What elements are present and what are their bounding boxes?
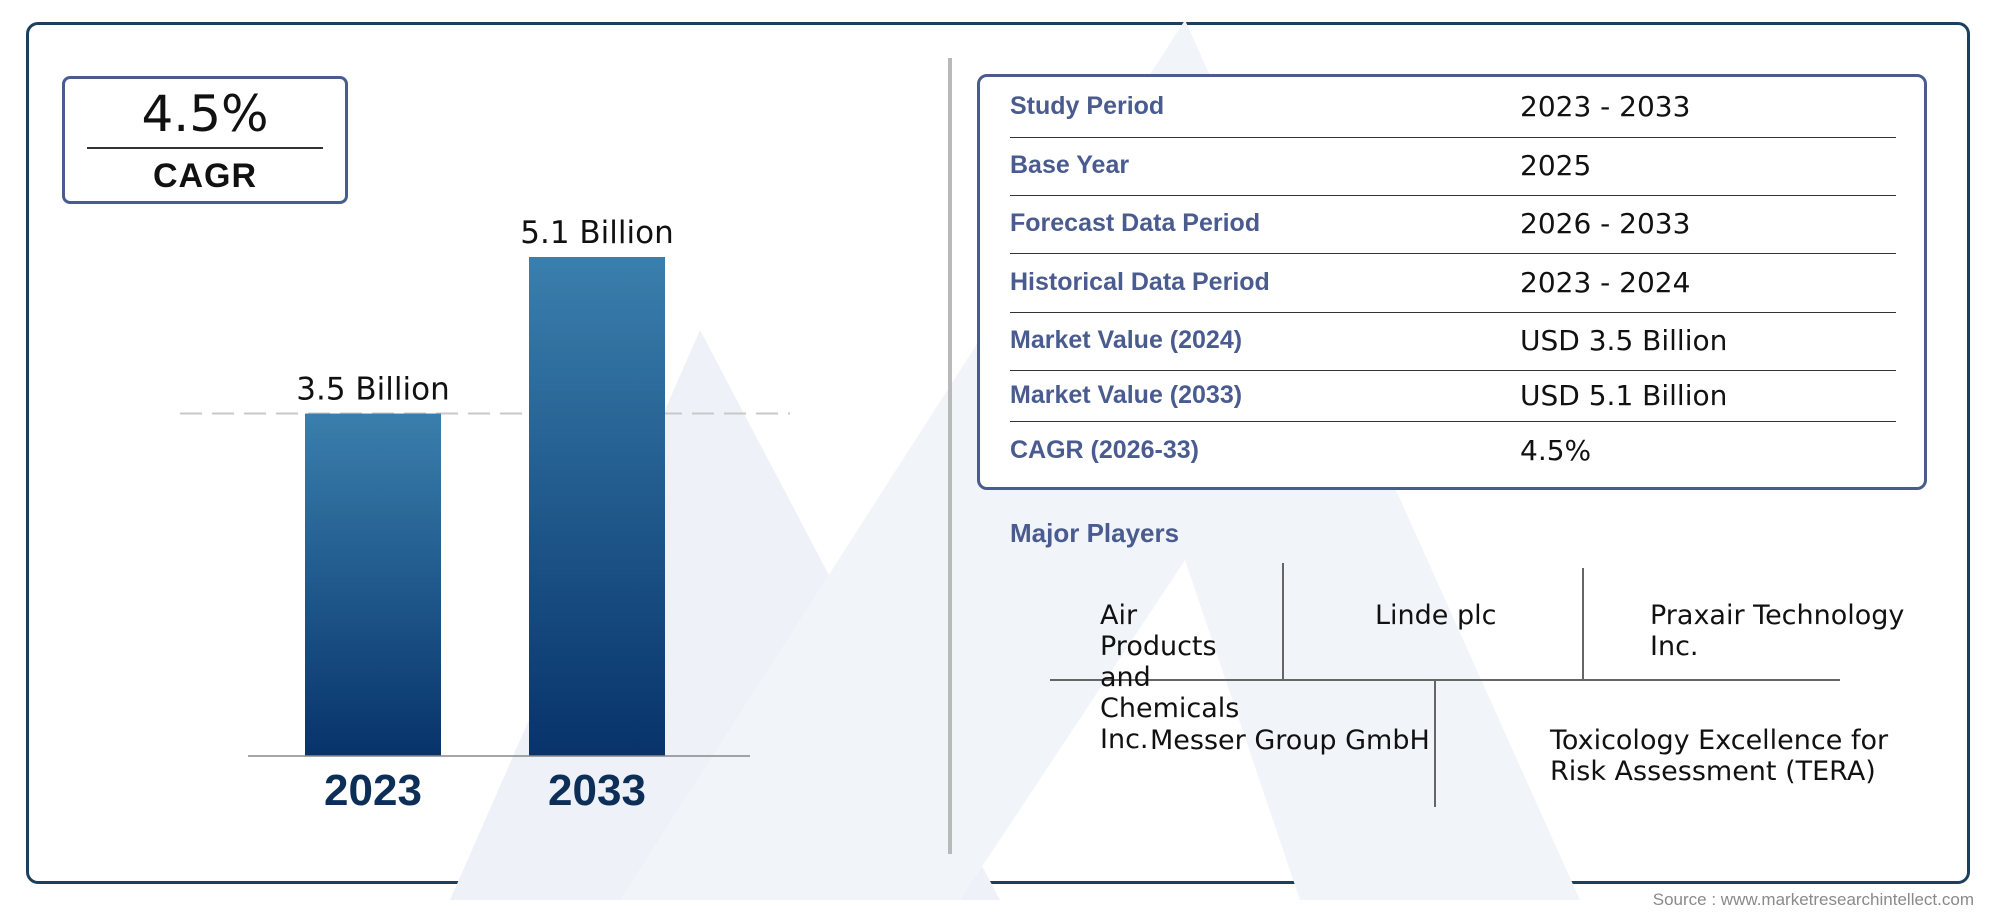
players-grid-line xyxy=(1050,679,1840,681)
summary-value: USD 5.1 Billion xyxy=(1520,378,1728,412)
cagr-divider xyxy=(87,147,323,149)
category-label: 2033 xyxy=(548,766,646,815)
player-item: Linde plc xyxy=(1375,600,1497,631)
summary-key: Forecast Data Period xyxy=(1010,209,1261,237)
player-item: Toxicology Excellence for Risk Assessmen… xyxy=(1550,725,1889,787)
summary-value: 2023 - 2033 xyxy=(1520,90,1691,123)
summary-table: Study Period 2023 - 2033 Base Year 2025 Fore… xyxy=(977,74,1927,490)
bar-2033 xyxy=(529,257,665,756)
bar-2023 xyxy=(305,413,441,756)
players-grid-line xyxy=(1582,568,1584,679)
summary-value: USD 3.5 Billion xyxy=(1520,324,1728,357)
cagr-badge: 4.5% CAGR xyxy=(62,76,348,204)
summary-value: 2023 - 2024 xyxy=(1520,265,1691,299)
players-grid-line xyxy=(1434,679,1436,807)
summary-row: Historical Data Period 2023 - 2024 xyxy=(1010,253,1896,313)
summary-row: Study Period 2023 - 2033 xyxy=(1010,77,1896,138)
data-label: 3.5 Billion xyxy=(296,372,450,408)
summary-row: Base Year 2025 xyxy=(1010,137,1896,196)
summary-value: 2026 - 2033 xyxy=(1520,207,1691,240)
summary-row: Market Value (2033) USD 5.1 Billion xyxy=(1010,370,1896,422)
source-note: Source : www.marketresearchintellect.com xyxy=(1652,890,1974,909)
summary-row: Market Value (2024) USD 3.5 Billion xyxy=(1010,312,1896,371)
data-label: 5.1 Billion xyxy=(520,215,674,251)
summary-key: Study Period xyxy=(1010,92,1165,120)
summary-key: Base Year xyxy=(1010,151,1130,179)
summary-key: Historical Data Period xyxy=(1010,267,1270,296)
summary-value: 2025 xyxy=(1520,149,1592,182)
summary-row: CAGR (2026-33) 4.5% xyxy=(1010,421,1896,481)
players-grid-line xyxy=(1282,563,1284,679)
cagr-label: CAGR xyxy=(152,157,258,195)
summary-value: 4.5% xyxy=(1520,434,1592,467)
player-item: Messer Group GmbH xyxy=(1150,725,1430,756)
summary-key: CAGR (2026-33) xyxy=(1010,436,1199,464)
cagr-value: 4.5% xyxy=(141,85,269,143)
card-frame xyxy=(26,22,1970,884)
major-players-title: Major Players xyxy=(1010,518,1180,548)
summary-key: Market Value (2024) xyxy=(1010,326,1243,354)
bar-chart: 3.5 Billion 2023 5.1 Billion 2033 xyxy=(180,215,790,815)
player-item: Air Products and Chemicals Inc. xyxy=(1100,600,1240,755)
section-divider xyxy=(948,58,952,854)
player-item: Praxair Technology Inc. xyxy=(1650,600,1905,662)
category-label: 2023 xyxy=(324,766,422,815)
summary-row: Forecast Data Period 2026 - 2033 xyxy=(1010,195,1896,254)
summary-key: Market Value (2033) xyxy=(1010,380,1243,409)
